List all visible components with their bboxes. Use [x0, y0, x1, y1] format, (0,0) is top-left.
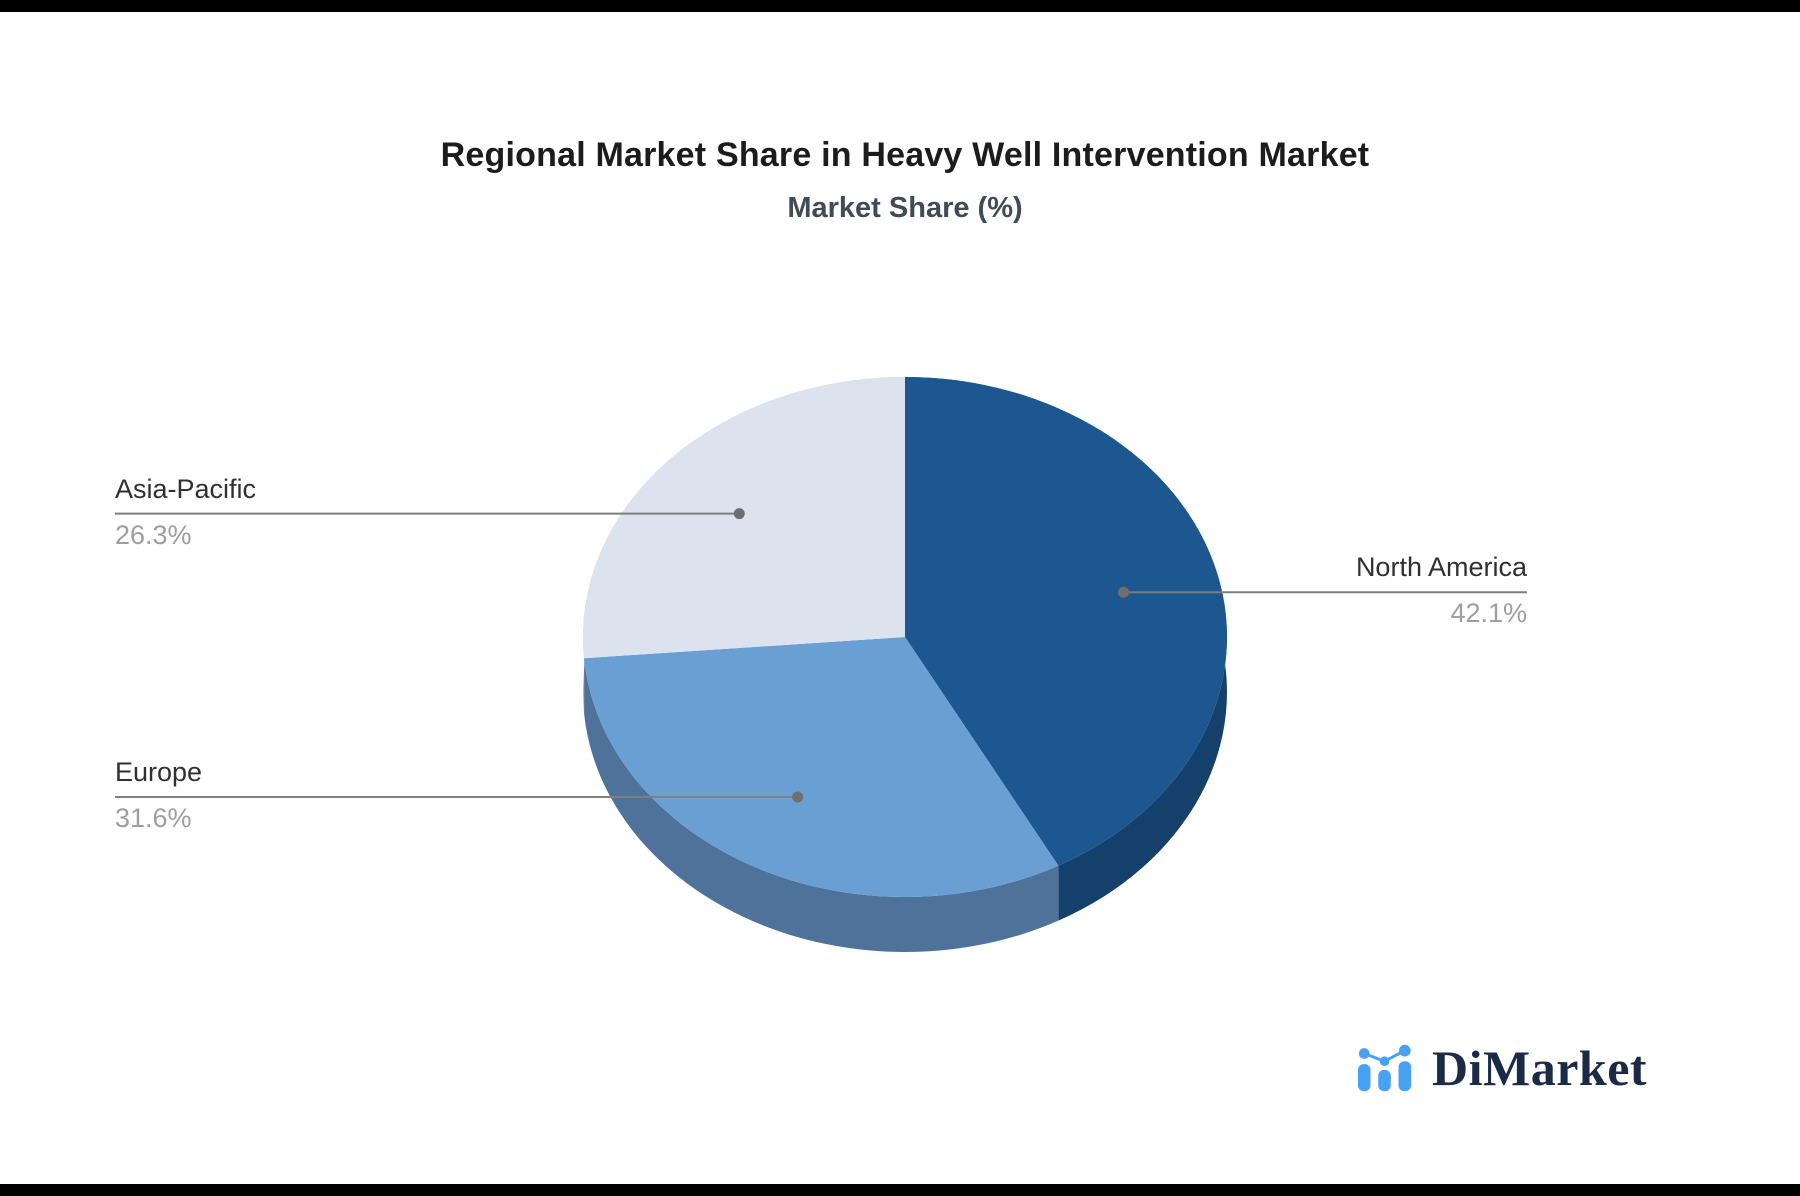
chart-subtitle: Market Share (%): [787, 192, 1023, 224]
brand-logo-text: DiMarket: [1432, 1040, 1648, 1096]
chart-title: Regional Market Share in Heavy Well Inte…: [440, 136, 1370, 174]
slice-name: Europe: [115, 757, 203, 788]
bottom-edge-bar: [0, 1184, 1800, 1196]
slice-europe[interactable]: [584, 637, 1059, 898]
slice-label-europe: Europe 31.6%: [115, 755, 202, 832]
top-edge-bar: [0, 0, 1800, 12]
slice-value: 31.6%: [115, 803, 192, 834]
leader-dot-europe: [792, 791, 804, 803]
slice-value: 42.1%: [1450, 598, 1527, 629]
brand-logo: DiMarket: [1356, 1038, 1647, 1098]
leader-dot-north-america: [1117, 586, 1129, 598]
slice-name: North America: [1355, 552, 1527, 583]
slice-value: 26.3%: [115, 519, 192, 550]
slice-name: Asia-Pacific: [115, 473, 257, 504]
bar-chart-trend-icon: [1357, 1044, 1412, 1092]
slice-north-america[interactable]: [905, 377, 1228, 866]
slice-label-north-america: North America 42.1%: [1356, 550, 1527, 627]
slice-label-asia-pacific: Asia-Pacific 26.3%: [115, 472, 256, 549]
slice-asia-pacific[interactable]: [583, 377, 905, 659]
slice-side-europe: [584, 658, 1059, 953]
leader-dot-asia-pacific: [733, 508, 745, 520]
